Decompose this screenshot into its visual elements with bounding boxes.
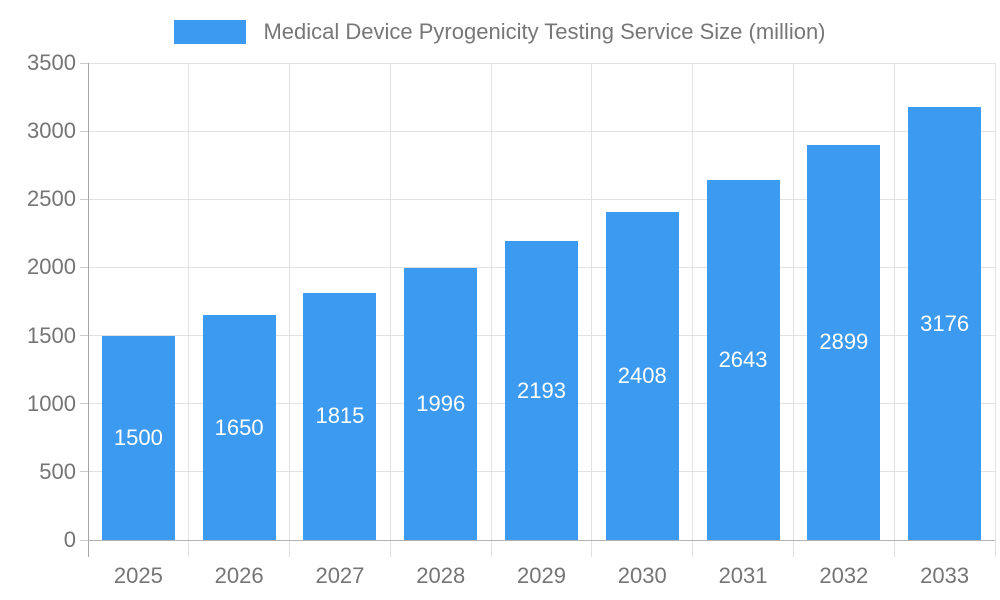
y-axis-label: 2000 [27,254,76,280]
x-axis-tick [692,540,694,557]
x-axis-tick [792,540,794,557]
x-axis-tick [591,540,593,557]
gridline-horizontal [88,198,995,200]
x-axis-tick [188,540,190,557]
bar-value-label: 1996 [416,390,466,416]
x-axis-label: 2025 [113,563,163,588]
x-axis-tick [289,540,291,557]
y-axis-label: 2500 [27,186,76,212]
x-axis-line [88,539,995,541]
bar-2026[interactable]: 1650 [202,315,276,540]
legend-swatch-icon [174,20,247,44]
x-axis-tick [994,540,996,557]
bar-2028[interactable]: 1996 [404,267,478,540]
legend-label: Medical Device Pyrogenicity Testing Serv… [263,19,826,44]
gridline-vertical [188,63,190,540]
bar-value-label: 2899 [819,329,869,355]
y-axis-tick [80,335,88,337]
y-axis-line [87,63,89,557]
gridline-vertical [994,63,996,540]
gridline-vertical [591,63,593,540]
gridline-vertical [490,63,492,540]
x-axis-label: 2033 [920,563,970,588]
y-axis-tick [80,62,88,64]
gridline-horizontal [88,62,995,64]
bar-2030[interactable]: 2408 [605,211,679,540]
bar-value-label: 1815 [315,403,365,429]
bar-value-label: 2408 [617,362,667,388]
x-axis-label: 2030 [617,563,667,588]
gridline-horizontal [88,130,995,132]
bar-value-label: 2643 [718,346,768,372]
legend[interactable]: Medical Device Pyrogenicity Testing Serv… [0,18,1000,46]
y-axis-label: 500 [39,458,76,484]
y-axis-tick [80,266,88,268]
x-axis-label: 2026 [214,563,264,588]
x-axis-label: 2032 [819,563,869,588]
bar-2031[interactable]: 2643 [706,179,780,540]
x-axis-label: 2028 [416,563,466,588]
x-axis-tick [490,540,492,557]
bar-2029[interactable]: 2193 [505,241,578,540]
y-axis-label: 1500 [27,322,76,348]
x-axis-tick [893,540,895,557]
bar-2027[interactable]: 1815 [303,292,377,540]
y-axis-tick [80,539,88,541]
bar-value-label: 1650 [214,414,264,440]
bar-value-label: 2193 [517,377,566,403]
y-axis-label: 0 [63,527,76,552]
gridline-vertical [692,63,694,540]
y-axis-tick [80,130,88,132]
bar-2025[interactable]: 1500 [101,335,175,540]
x-axis-tick [389,540,391,557]
x-axis-label: 2027 [315,563,365,588]
gridline-vertical [289,63,291,540]
bar-value-label: 1500 [113,424,163,450]
bar-2032[interactable]: 2899 [807,144,881,540]
y-axis-tick [80,403,88,405]
y-axis-tick [80,471,88,473]
gridline-vertical [792,63,794,540]
bar-2033[interactable]: 3176 [908,107,982,540]
gridline-vertical [389,63,391,540]
y-axis-label: 3000 [27,118,76,144]
x-axis-label: 2031 [718,563,768,588]
bar-value-label: 3176 [920,310,970,336]
gridline-vertical [893,63,895,540]
y-axis-label: 1000 [27,390,76,416]
x-axis-label: 2029 [517,563,566,588]
y-axis-tick [80,198,88,200]
y-axis-label: 3500 [27,50,76,75]
